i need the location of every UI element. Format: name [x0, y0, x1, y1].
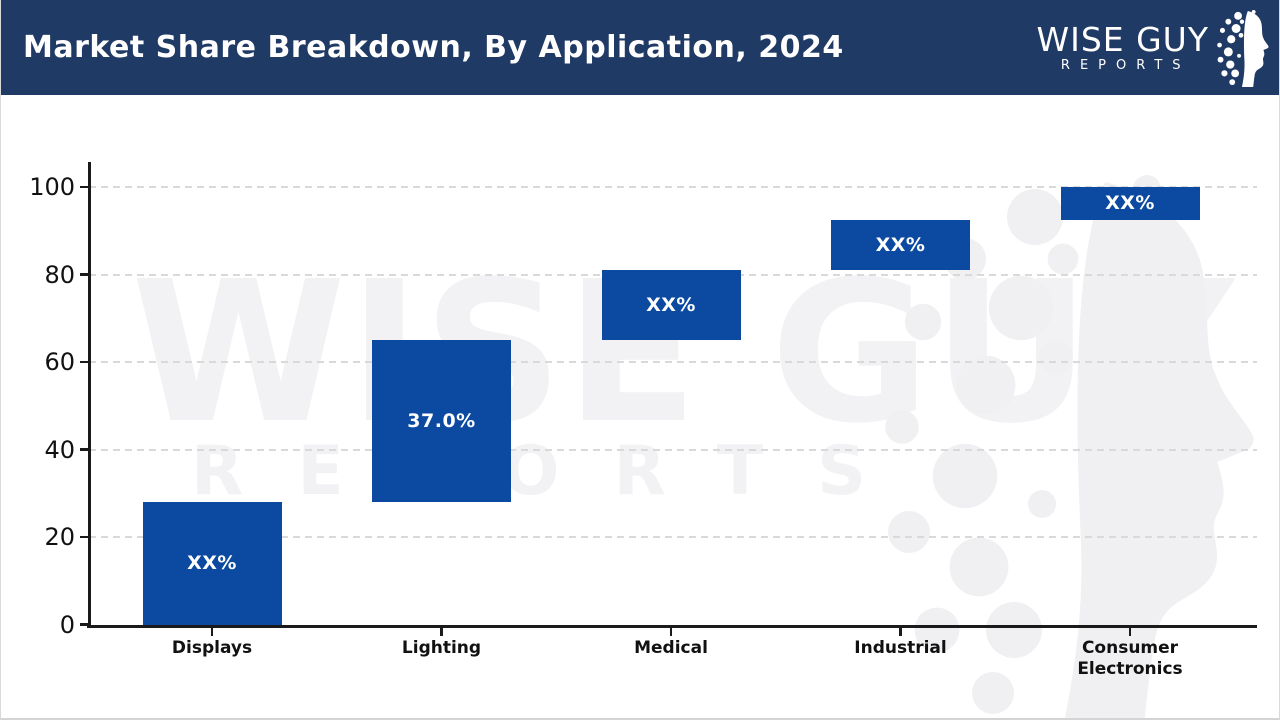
- x-axis-line: [87, 624, 1257, 628]
- y-tick-mark: [80, 535, 89, 539]
- y-tick-mark: [80, 185, 89, 189]
- bar-value-label: XX%: [875, 233, 926, 256]
- x-tick-label: Consumer Electronics: [1077, 638, 1183, 679]
- header: Market Share Breakdown, By Application, …: [1, 0, 1279, 95]
- y-tick-label: 100: [29, 173, 75, 201]
- bar: XX%: [831, 219, 970, 271]
- y-tick-mark: [80, 273, 89, 276]
- bar-value-label: XX%: [1105, 192, 1155, 215]
- x-tick-mark: [899, 627, 902, 636]
- bar-value-label: 37.0%: [407, 410, 476, 433]
- bar: XX%: [601, 270, 741, 341]
- x-tick-label: Displays: [171, 638, 253, 658]
- y-tick-mark: [80, 360, 89, 364]
- bar: XX%: [1060, 187, 1200, 220]
- y-tick-mark: [80, 623, 89, 626]
- brand-wordmark: WISE GUY REPORTS: [1036, 22, 1209, 74]
- grid-line: [89, 361, 1257, 363]
- y-tick-label: 80: [44, 260, 75, 289]
- y-tick-mark: [80, 448, 89, 451]
- grid-line: [89, 448, 1257, 451]
- grid-line: [89, 186, 1257, 188]
- wiseguy-face-icon: [1211, 9, 1271, 87]
- y-tick-label: 20: [44, 523, 75, 551]
- brand-logo: WISE GUY REPORTS: [1036, 6, 1271, 90]
- x-tick-label: Medical: [634, 638, 708, 658]
- x-tick-mark: [440, 627, 443, 636]
- y-tick-label: 0: [59, 610, 75, 639]
- bar: XX%: [142, 502, 282, 625]
- y-axis-line: [87, 162, 91, 628]
- x-tick-mark: [210, 627, 214, 636]
- grid-line: [89, 536, 1257, 538]
- chart-title: Market Share Breakdown, By Application, …: [23, 30, 844, 65]
- bar: 37.0%: [372, 340, 511, 502]
- x-tick-label: Industrial: [854, 638, 947, 658]
- brand-name: WISE GUY: [1036, 20, 1209, 59]
- x-tick-mark: [669, 627, 673, 636]
- bar-value-label: XX%: [187, 552, 237, 575]
- bar-value-label: XX%: [646, 294, 696, 317]
- y-tick-label: 60: [44, 348, 75, 376]
- x-tick-mark: [1128, 627, 1132, 636]
- x-tick-label: Lighting: [401, 638, 482, 658]
- y-tick-label: 40: [44, 435, 75, 464]
- brand-subtitle: REPORTS: [1060, 58, 1191, 73]
